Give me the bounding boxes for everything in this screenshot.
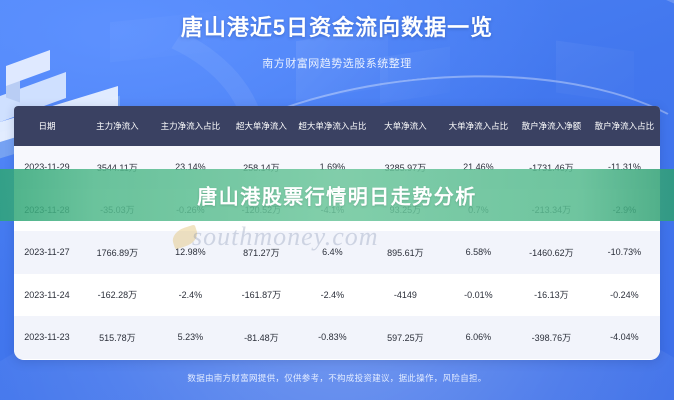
cell-lg-pct: 6.06% — [442, 316, 514, 359]
cell-lg-net: -4149 — [367, 273, 443, 316]
cell-retail-net: -1460.62万 — [513, 231, 589, 274]
cell-retail-pct: -10.73% — [588, 231, 660, 274]
cell-retail-net: -398.76万 — [513, 316, 589, 359]
cell-date: 2023-11-23 — [14, 316, 80, 359]
cell-main-net: -162.28万 — [79, 273, 155, 316]
cell-lg-pct: 6.58% — [442, 231, 514, 274]
cell-xl-net: -81.48万 — [225, 316, 297, 359]
column-header-xl-pct: 超大单净流入占比 — [296, 106, 368, 146]
cell-lg-pct: -0.01% — [442, 273, 514, 316]
poster-header: 唐山港近5日资金流向数据一览 南方财富网趋势选股系统整理 — [0, 14, 674, 71]
cell-retail-pct: -4.04% — [588, 316, 660, 359]
table-header: 日期 主力净流入 主力净流入占比 超大单净流入 超大单净流入占比 大单净流入 大… — [14, 106, 660, 146]
data-table-card: 日期 主力净流入 主力净流入占比 超大单净流入 超大单净流入占比 大单净流入 大… — [14, 106, 660, 360]
page-title: 唐山港近5日资金流向数据一览 — [180, 15, 494, 40]
cell-lg-net: 895.61万 — [367, 231, 443, 274]
cell-main-pct: -2.4% — [154, 273, 226, 316]
fund-flow-table: 日期 主力净流入 主力净流入占比 超大单净流入 超大单净流入占比 大单净流入 大… — [14, 106, 660, 359]
page-subtitle: 南方财富网趋势选股系统整理 — [262, 57, 412, 70]
column-header-main-pct: 主力净流入占比 — [154, 106, 226, 146]
overlay-banner-text: 唐山港股票行情明日走势分析 — [197, 186, 477, 209]
cell-xl-net: -161.87万 — [225, 273, 297, 316]
column-header-date: 日期 — [14, 106, 80, 146]
cell-xl-pct: -0.83% — [296, 316, 368, 359]
column-header-lg-net: 大单净流入 — [367, 106, 443, 146]
footer-disclaimer: 数据由南方财富网提供，仅供参考，不构成投资建议，据此操作，风险自担。 — [187, 373, 487, 383]
overlay-banner: 唐山港股票行情明日走势分析 — [0, 169, 674, 221]
cell-xl-pct: -2.4% — [296, 273, 368, 316]
cell-date: 2023-11-24 — [14, 273, 80, 316]
cell-main-net: 515.78万 — [79, 316, 155, 359]
table-row: 2023-11-27 1766.89万 12.98% 871.27万 6.4% … — [14, 231, 660, 274]
column-header-retail-net: 散户净流入净额 — [513, 106, 589, 146]
table-row: 2023-11-24 -162.28万 -2.4% -161.87万 -2.4%… — [14, 273, 660, 316]
cell-xl-pct: 6.4% — [296, 231, 368, 274]
cell-main-pct: 12.98% — [154, 231, 226, 274]
table-header-row: 日期 主力净流入 主力净流入占比 超大单净流入 超大单净流入占比 大单净流入 大… — [14, 106, 660, 146]
cell-lg-net: 597.25万 — [367, 316, 443, 359]
column-header-lg-pct: 大单净流入占比 — [442, 106, 514, 146]
column-header-xl-net: 超大单净流入 — [225, 106, 297, 146]
cell-main-net: 1766.89万 — [79, 231, 155, 274]
cell-retail-net: -16.13万 — [513, 273, 589, 316]
column-header-main-net: 主力净流入 — [79, 106, 155, 146]
table-row: 2023-11-23 515.78万 5.23% -81.48万 -0.83% … — [14, 316, 660, 359]
cell-main-pct: 5.23% — [154, 316, 226, 359]
decorative-block-side — [6, 71, 20, 103]
cell-date: 2023-11-27 — [14, 231, 80, 274]
column-header-retail-pct: 散户净流入占比 — [588, 106, 660, 146]
cell-xl-net: 871.27万 — [225, 231, 297, 274]
cell-retail-pct: -0.24% — [588, 273, 660, 316]
